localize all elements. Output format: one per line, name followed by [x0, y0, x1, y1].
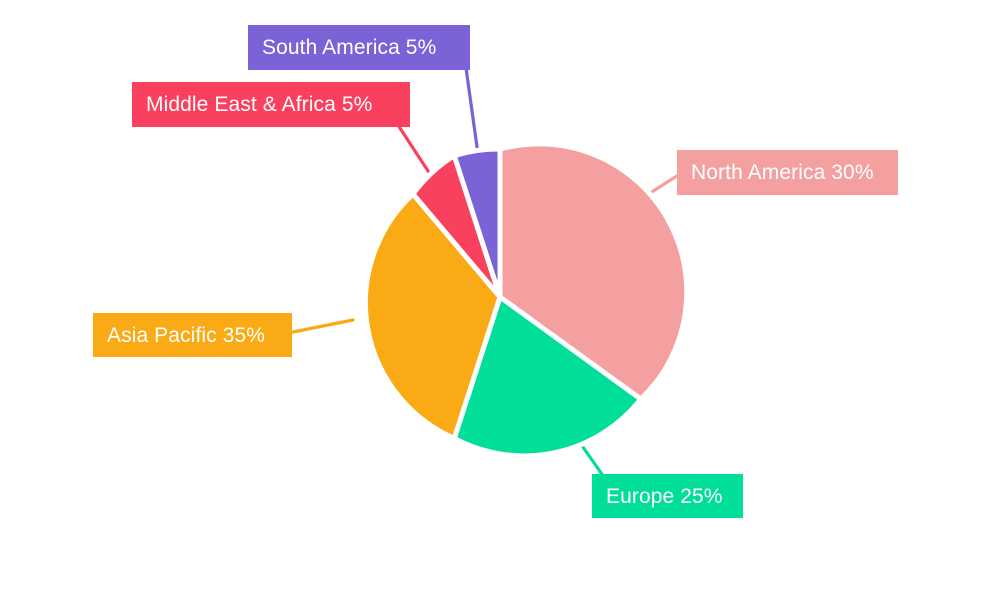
pie-slice-north-america[interactable] — [497, 141, 690, 402]
pie-slice-europe[interactable] — [451, 294, 644, 459]
pie-label-middle-east-africa-text: Middle East & Africa 5% — [146, 93, 373, 116]
pie-wedges — [362, 141, 690, 459]
pie-slice-asia-pacific[interactable] — [362, 191, 503, 441]
pie-label-asia-pacific-text: Asia Pacific 35% — [107, 323, 266, 347]
pie-label-north-america[interactable]: North America 30% — [677, 150, 898, 195]
pie-label-middle-east-africa[interactable]: Middle East & Africa 5% — [132, 82, 410, 127]
leader-line-middle-east-africa — [394, 120, 434, 179]
pie-label-europe[interactable]: Europe 25% — [592, 474, 743, 518]
leader-line-asia-pacific — [286, 318, 355, 335]
pie-slice-south-america[interactable] — [451, 146, 503, 300]
pie-label-south-america[interactable]: South America 5% — [248, 25, 470, 70]
pie-label-asia-pacific[interactable]: Asia Pacific 35% — [93, 313, 292, 357]
pie-label-europe-text: Europe 25% — [606, 484, 723, 508]
leader-line-south-america — [464, 66, 480, 156]
pie-label-south-america-text: South America 5% — [262, 36, 437, 59]
pie-label-north-america-text: North America 30% — [691, 161, 874, 184]
